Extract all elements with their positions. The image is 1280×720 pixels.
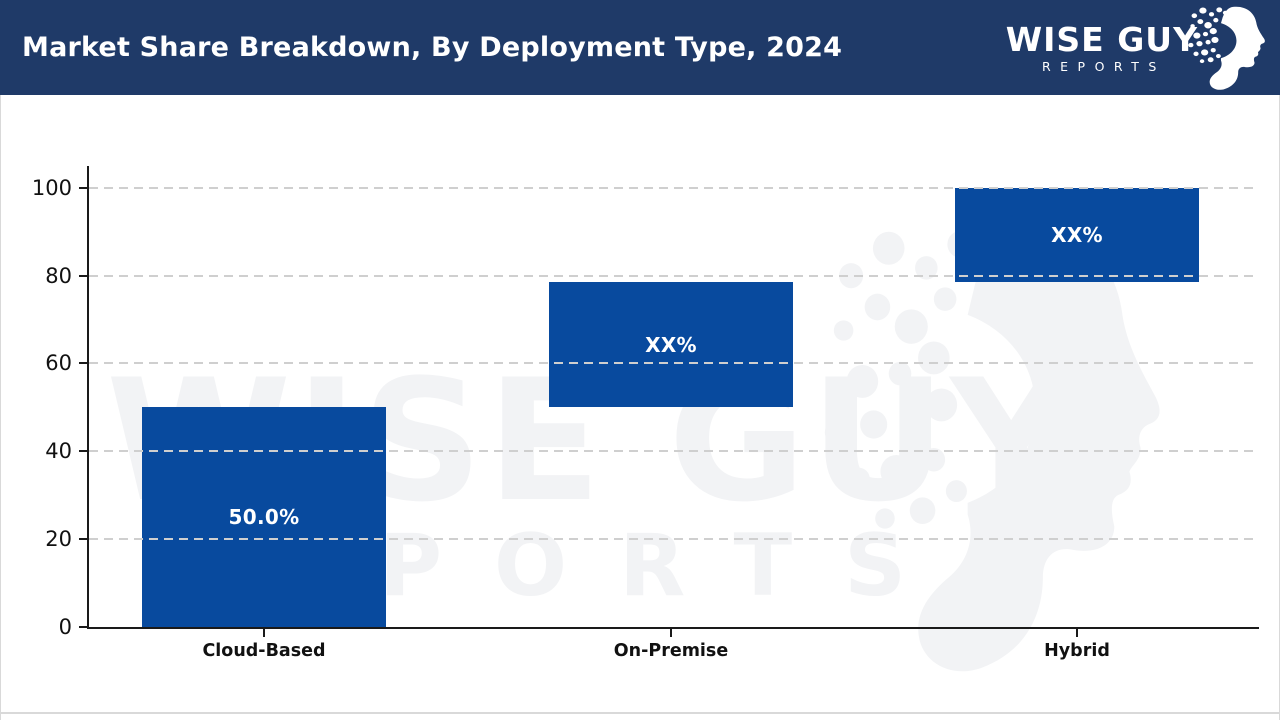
gridline-y60: [89, 362, 1259, 365]
gridline-y40: [89, 450, 1259, 453]
plot-area: WISE GUY REPORTS 50.0% XX% XX% 0 20 40 60 80 100…: [0, 95, 1280, 720]
bar-value-label: XX%: [645, 332, 697, 357]
x-axis-label-cloud-based: Cloud-Based: [202, 640, 326, 661]
brand-logo-text: WISE GUY REPORTS: [1005, 20, 1198, 75]
bar-segment-hybrid: XX%: [955, 188, 1199, 283]
bottom-edge-line: [0, 712, 1280, 714]
chart-title: Market Share Breakdown, By Deployment Ty…: [22, 32, 843, 63]
x-axis-spine: [87, 626, 1259, 630]
gridline-y20: [89, 537, 1259, 540]
y-axis-spine: [87, 166, 89, 628]
left-edge-line: [0, 95, 1, 720]
x-axis-label-on-premise: On-Premise: [613, 640, 729, 661]
brand-name: WISE GUY: [1005, 20, 1198, 59]
bar-value-label: 50.0%: [228, 505, 300, 530]
y-axis-tick-label: 60: [45, 351, 72, 376]
x-tick-mark: [263, 628, 265, 637]
gridline-y80: [89, 274, 1259, 277]
bar-segment-on-premise: XX%: [549, 282, 793, 408]
y-tick-mark: [79, 537, 87, 540]
y-axis-tick-label: 100: [31, 176, 72, 201]
brand-subname: REPORTS: [1041, 59, 1166, 74]
y-axis-tick-label: 80: [45, 263, 72, 288]
y-tick-mark: [79, 274, 87, 277]
brand-logo: WISE GUY REPORTS: [1006, 4, 1270, 92]
x-tick-mark: [670, 628, 672, 637]
x-axis-label-hybrid: Hybrid: [1044, 640, 1110, 661]
y-tick-mark: [79, 625, 87, 628]
y-axis-tick-label: 40: [45, 439, 72, 464]
header-banner: Market Share Breakdown, By Deployment Ty…: [0, 0, 1280, 95]
gridline-y100: [89, 187, 1259, 190]
bar-value-label: XX%: [1051, 223, 1103, 248]
y-axis-tick-label: 0: [58, 614, 72, 639]
y-tick-mark: [79, 450, 87, 453]
y-tick-mark: [79, 362, 87, 365]
watermark-head-profile: [824, 227, 1160, 672]
y-axis-tick-label: 20: [45, 526, 72, 551]
y-tick-mark: [79, 187, 87, 190]
x-tick-mark: [1076, 628, 1078, 637]
bar-segment-cloud-based: 50.0%: [142, 407, 386, 627]
